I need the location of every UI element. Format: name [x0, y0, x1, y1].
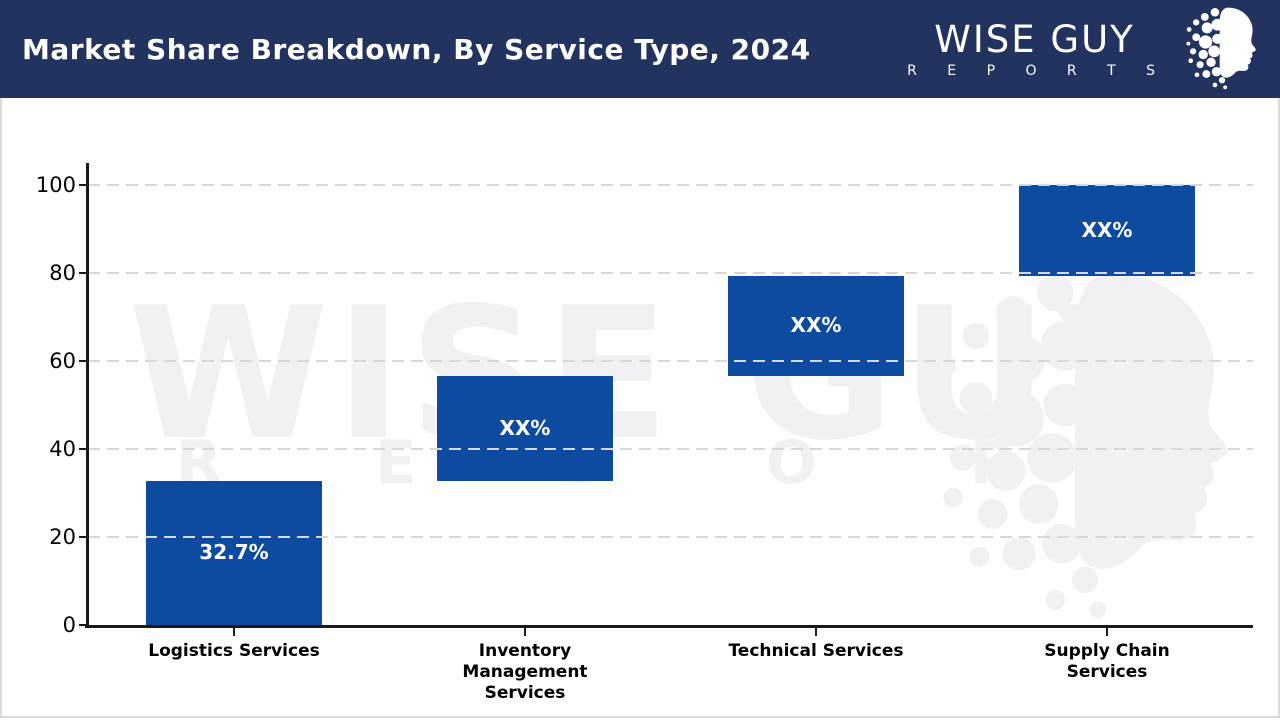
bar-segment: XX%	[437, 376, 613, 481]
y-tick-mark	[79, 624, 87, 626]
category-label: Inventory Management Services	[462, 641, 588, 703]
category-label: Logistics Services	[148, 641, 320, 661]
brand-text: WISE GUY R E P O R T S	[901, 21, 1168, 78]
bar-value-label: XX%	[499, 415, 551, 440]
bar-value-label: XX%	[790, 313, 842, 337]
brand-subname: R E P O R T S	[907, 62, 1168, 79]
bar-segment: XX%	[728, 276, 904, 376]
y-tick-label: 60	[49, 349, 76, 373]
brand-name: WISE GUY	[934, 17, 1135, 61]
y-tick-label: 40	[49, 437, 76, 461]
y-axis-line	[86, 163, 89, 627]
category-label: Technical Services	[728, 641, 904, 661]
y-tick-mark	[79, 360, 87, 362]
x-tick-mark	[524, 628, 526, 636]
gridline-100	[88, 184, 1253, 186]
x-axis-line	[85, 625, 1253, 628]
gridline-40	[88, 448, 1253, 450]
x-tick-mark	[1106, 628, 1108, 636]
bar-value-label: 32.7%	[199, 540, 269, 564]
page-title: Market Share Breakdown, By Service Type,…	[22, 32, 811, 66]
y-tick-label: 0	[62, 613, 76, 637]
gridline-60	[88, 360, 1253, 362]
y-tick-label: 100	[35, 173, 76, 197]
gridline-20	[88, 536, 1253, 538]
gridline-80	[88, 272, 1253, 274]
bar-segment: 32.7%	[146, 481, 322, 625]
watermark-head-icon	[934, 273, 1228, 618]
plot-area: 32.7% XX% XX% XX%	[88, 163, 1253, 625]
bar-segment: XX%	[1019, 185, 1195, 276]
header-bar: Market Share Breakdown, By Service Type,…	[0, 0, 1280, 98]
brand-logo: WISE GUY R E P O R T S	[901, 6, 1280, 92]
bar-value-label: XX%	[1081, 217, 1133, 242]
y-tick-mark	[79, 272, 87, 274]
y-tick-mark	[79, 448, 87, 450]
y-tick-mark	[79, 536, 87, 538]
y-tick-mark	[79, 184, 87, 186]
wise-guy-head-icon	[1186, 7, 1256, 90]
y-tick-label: 80	[49, 261, 76, 285]
y-tick-label: 20	[49, 525, 76, 549]
category-label: Supply Chain Services	[1044, 641, 1170, 682]
x-tick-mark	[815, 628, 817, 636]
x-tick-mark	[233, 628, 235, 636]
